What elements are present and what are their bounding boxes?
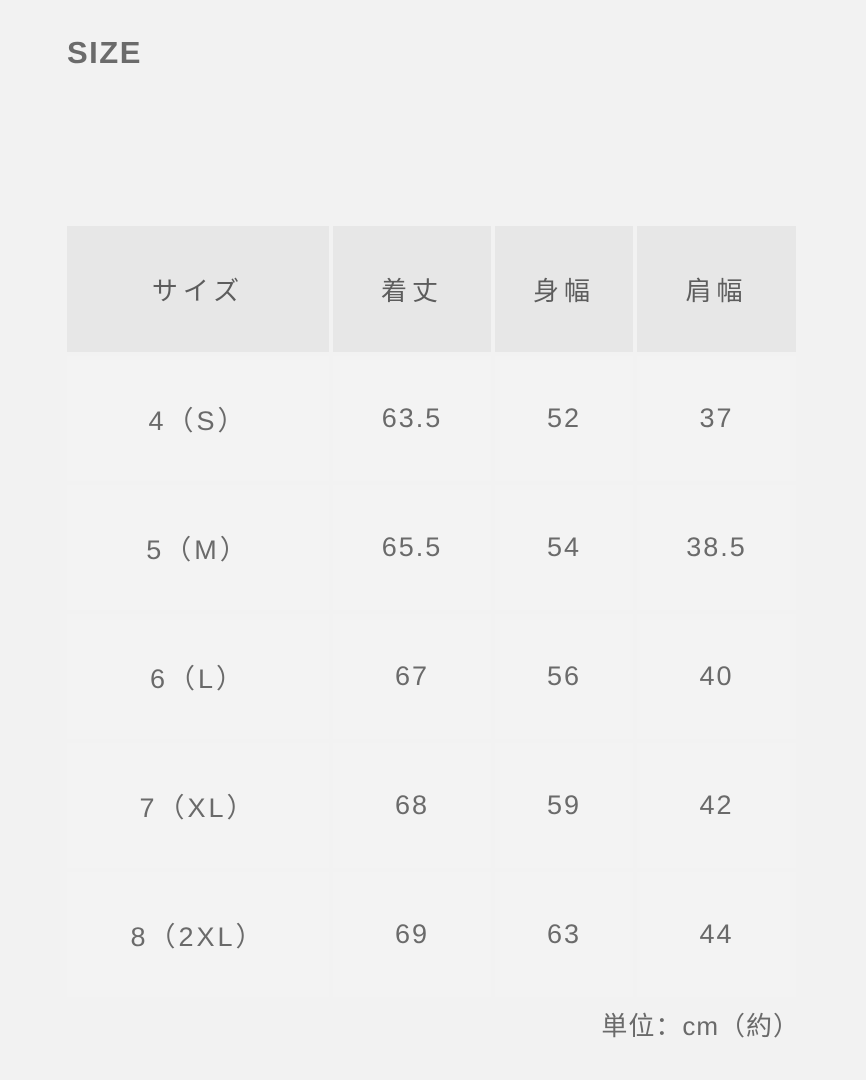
table-row: 8（2XL） 69 63 44 <box>67 872 796 997</box>
cell-shoulder: 37 <box>637 356 796 481</box>
table-row: 7（XL） 68 59 42 <box>67 743 796 868</box>
cell-shoulder: 40 <box>637 614 796 739</box>
cell-size: 6（L） <box>67 614 329 739</box>
cell-length: 68 <box>333 743 491 868</box>
cell-chest: 54 <box>495 485 633 610</box>
cell-size: 8（2XL） <box>67 872 329 997</box>
cell-shoulder: 44 <box>637 872 796 997</box>
cell-size: 4（S） <box>67 356 329 481</box>
table-header-row: サイズ 着丈 身幅 肩幅 <box>67 226 796 352</box>
column-header-size: サイズ <box>67 226 329 352</box>
size-table-body: 4（S） 63.5 52 37 5（M） 65.5 54 38.5 6（L） 6… <box>67 356 796 997</box>
size-table-header: サイズ 着丈 身幅 肩幅 <box>67 226 796 352</box>
table-row: 5（M） 65.5 54 38.5 <box>67 485 796 610</box>
column-header-length: 着丈 <box>333 226 491 352</box>
size-table: サイズ 着丈 身幅 肩幅 4（S） 63.5 52 37 5（M） 65.5 5… <box>63 222 800 1001</box>
cell-length: 69 <box>333 872 491 997</box>
cell-chest: 52 <box>495 356 633 481</box>
column-header-chest: 身幅 <box>495 226 633 352</box>
cell-size: 7（XL） <box>67 743 329 868</box>
cell-size: 5（M） <box>67 485 329 610</box>
table-row: 6（L） 67 56 40 <box>67 614 796 739</box>
unit-note: 単位：cm（約） <box>601 1011 800 1041</box>
cell-length: 63.5 <box>333 356 491 481</box>
cell-shoulder: 42 <box>637 743 796 868</box>
table-row: 4（S） 63.5 52 37 <box>67 356 796 481</box>
cell-chest: 56 <box>495 614 633 739</box>
cell-length: 67 <box>333 614 491 739</box>
cell-shoulder: 38.5 <box>637 485 796 610</box>
cell-chest: 63 <box>495 872 633 997</box>
cell-length: 65.5 <box>333 485 491 610</box>
size-table-container: サイズ 着丈 身幅 肩幅 4（S） 63.5 52 37 5（M） 65.5 5… <box>67 226 800 997</box>
cell-chest: 59 <box>495 743 633 868</box>
column-header-shoulder: 肩幅 <box>637 226 796 352</box>
page-title: SIZE <box>67 35 142 70</box>
